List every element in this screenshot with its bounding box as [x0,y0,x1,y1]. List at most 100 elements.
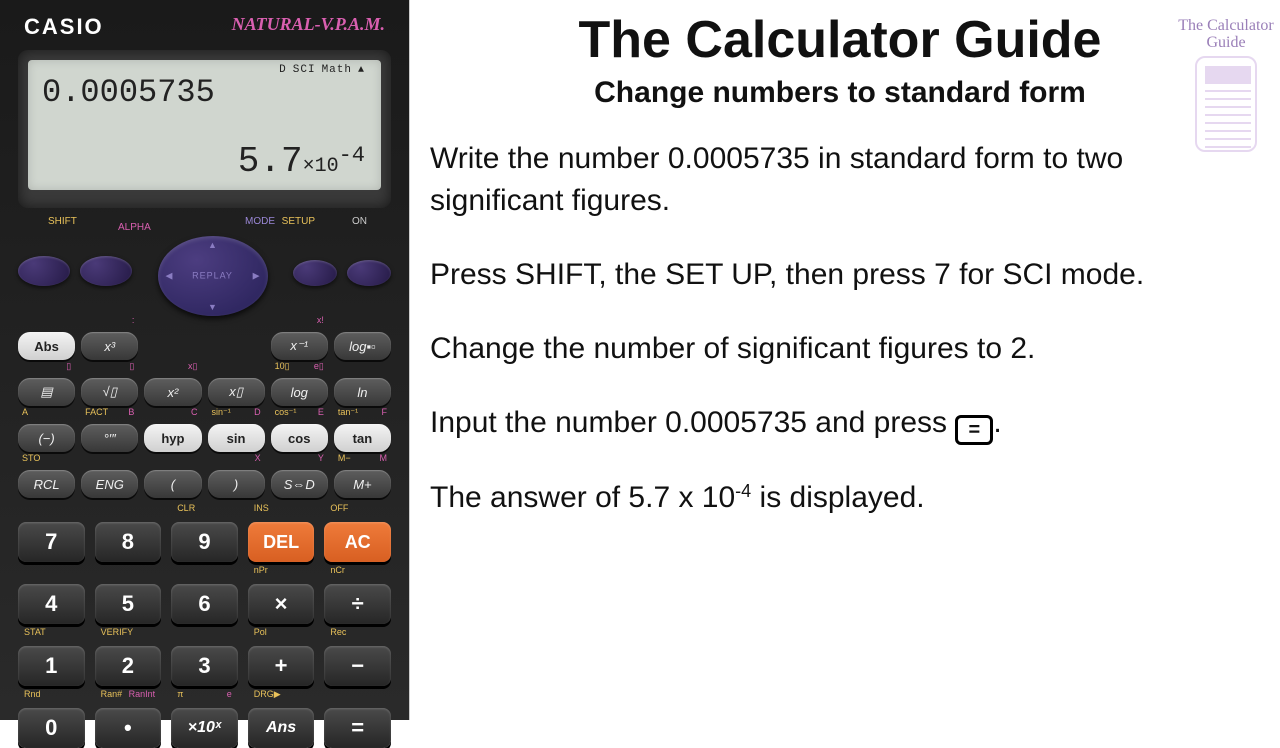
fkey-labels: tan⁻¹F [334,408,391,417]
screen-exponent: -4 [339,143,365,168]
dpad[interactable]: REPLAY ▲ ▼ ◀ ▶ [158,236,268,316]
nkey-1[interactable]: 1 [18,646,85,686]
nkey-[interactable]: • [95,708,162,748]
fkey-labels: x! [271,316,328,325]
nkey-cell: VERIFY 2 [95,630,162,686]
fkey-labels: ▯ [81,362,138,371]
fkey-3-4[interactable]: S⇔D [271,470,328,498]
fkey-2-2[interactable]: hyp [144,424,201,452]
fkey-1-3[interactable]: x▯ [208,378,265,406]
nkey-5[interactable]: 5 [95,584,162,624]
mode-label: MODE [245,216,275,227]
nkey-8[interactable]: 8 [95,522,162,562]
fkey-3-2[interactable]: ( [144,470,201,498]
fkey-cell [144,318,201,360]
logo: The Calculator Guide [1176,18,1276,152]
mode-button[interactable] [293,260,337,286]
fkey-0-0[interactable]: Abs [18,332,75,360]
nkey-[interactable]: + [248,646,315,686]
fkey-3-0[interactable]: RCL [18,470,75,498]
nkey-cell: Rec− [324,630,391,686]
fkey-2-1[interactable]: °′″ [81,424,138,452]
fkey-2-3[interactable]: sin [208,424,265,452]
nkey-ac[interactable]: AC [324,522,391,562]
step-3: Change the number of significant figures… [430,328,1250,370]
fkey-1-0[interactable]: ▤ [18,378,75,406]
fkey-labels: Y [271,454,328,463]
step-4b: . [993,406,1001,439]
fkey-2-0[interactable]: (−) [18,424,75,452]
nkey-labels: VERIFY [95,628,162,637]
nkey-3[interactable]: 3 [171,646,238,686]
fkey-1-2[interactable]: x² [144,378,201,406]
fkey-cell: ENG [81,456,138,498]
nkey-labels: nPr [248,566,315,575]
step-5b: is displayed. [751,481,924,514]
nkey-[interactable]: − [324,646,391,686]
fkey-cell: A (−) [18,410,75,452]
calc-header: CASIO NATURAL-V.P.A.M. [18,10,391,50]
nkey-labels: STAT [18,628,85,637]
nkey-labels: nCr [324,566,391,575]
screen-line2: 5.7×10-4 [238,141,365,182]
setup-label: SETUP [282,216,315,227]
fkey-1-5[interactable]: ln [334,378,391,406]
fkey-3-1[interactable]: ENG [81,470,138,498]
on-button[interactable] [347,260,391,286]
fkey-1-4[interactable]: log [271,378,328,406]
nkey-cell: CLR 9 [171,506,238,562]
fkey-2-4[interactable]: cos [271,424,328,452]
step-1: Write the number 0.0005735 in standard f… [430,138,1250,222]
fkey-0-4[interactable]: x⁻¹ [271,332,328,360]
nkey-cell: Pol+ [248,630,315,686]
fkey-labels: ▯ [18,362,75,371]
fkey-3-5[interactable]: M+ [334,470,391,498]
fkey-cell: x▯ [208,364,265,406]
fkey-cell: ( [144,456,201,498]
fkey-cell: ▯ √▯ [81,364,138,406]
nkey-4[interactable]: 4 [18,584,85,624]
calculator: CASIO NATURAL-V.P.A.M. D SCI Math ▲ 0.00… [0,0,410,720]
number-keys: 78CLR9INSDELOFFAC456nPr×nCr÷STAT1VERIFY2… [18,506,391,748]
fkey-labels: A [18,408,75,417]
nkey-cell: STAT 1 [18,630,85,686]
nkey-[interactable]: = [324,708,391,748]
nkey-10[interactable]: ×10ˣ [171,708,238,748]
nkey-cell: DRG▶Ans [248,692,315,748]
logo-line2: Guide [1176,35,1276,52]
fkey-3-3[interactable]: ) [208,470,265,498]
step-4: Input the number 0.0005735 and press =. [430,402,1250,445]
nkey-cell: Ran#RanInt• [95,692,162,748]
dpad-right-icon[interactable]: ▶ [253,271,260,282]
indicator-up-icon: ▲ [358,65,365,76]
fkey-1-1[interactable]: √▯ [81,378,138,406]
fkey-cell: M−MM+ [334,456,391,498]
fkey-cell: log▪▫ [334,318,391,360]
fkey-2-5[interactable]: tan [334,424,391,452]
nkey-del[interactable]: DEL [248,522,315,562]
shift-button[interactable] [18,256,70,286]
nkey-labels: Rnd [18,690,85,699]
nkey-6[interactable]: 6 [171,584,238,624]
fkey-labels: X [208,454,265,463]
dpad-up-icon[interactable]: ▲ [208,240,217,250]
nkey-9[interactable]: 9 [171,522,238,562]
fkey-0-1[interactable]: x³ [81,332,138,360]
nkey-0[interactable]: 0 [18,708,85,748]
function-row: SHIFT ALPHA MODE SETUP ON REPLAY ▲ ▼ ◀ ▶ [18,216,391,316]
fkey-cell [208,318,265,360]
nkey-[interactable]: ÷ [324,584,391,624]
nkey-cell: πe×10ˣ [171,692,238,748]
alpha-button[interactable] [80,256,132,286]
nkey-2[interactable]: 2 [95,646,162,686]
logo-line1: The Calculator [1176,18,1276,35]
dpad-down-icon[interactable]: ▼ [208,302,217,312]
fkey-cell: ln [334,364,391,406]
fkey-0-5[interactable]: log▪▫ [334,332,391,360]
nkey-ans[interactable]: Ans [248,708,315,748]
fkey-labels: x▯ [144,362,201,371]
dpad-left-icon[interactable]: ◀ [166,271,173,282]
nkey-7[interactable]: 7 [18,522,85,562]
nkey-[interactable]: × [248,584,315,624]
nkey-labels: CLR [171,504,238,513]
